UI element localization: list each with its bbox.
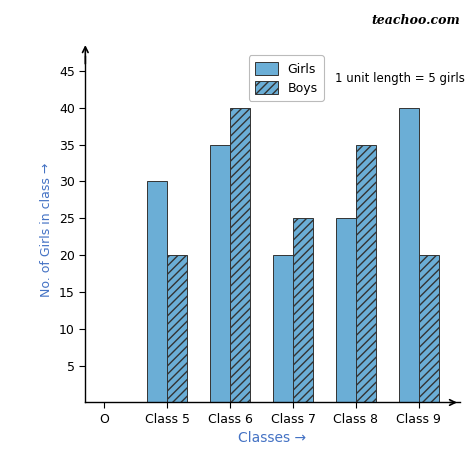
Legend: Girls, Boys: Girls, Boys xyxy=(249,56,324,101)
Text: teachoo.com: teachoo.com xyxy=(371,14,460,27)
Bar xyxy=(167,255,187,402)
X-axis label: Classes →: Classes → xyxy=(238,431,307,446)
Bar xyxy=(356,145,376,402)
Bar xyxy=(419,255,439,402)
Bar xyxy=(147,182,167,402)
Bar xyxy=(230,108,250,402)
Bar xyxy=(210,145,230,402)
Bar xyxy=(293,218,313,402)
Text: 1 unit length = 5 girls: 1 unit length = 5 girls xyxy=(335,72,465,85)
Bar xyxy=(399,108,419,402)
Y-axis label: No. of Girls in class →: No. of Girls in class → xyxy=(40,162,54,297)
Bar xyxy=(336,218,356,402)
Bar xyxy=(273,255,293,402)
